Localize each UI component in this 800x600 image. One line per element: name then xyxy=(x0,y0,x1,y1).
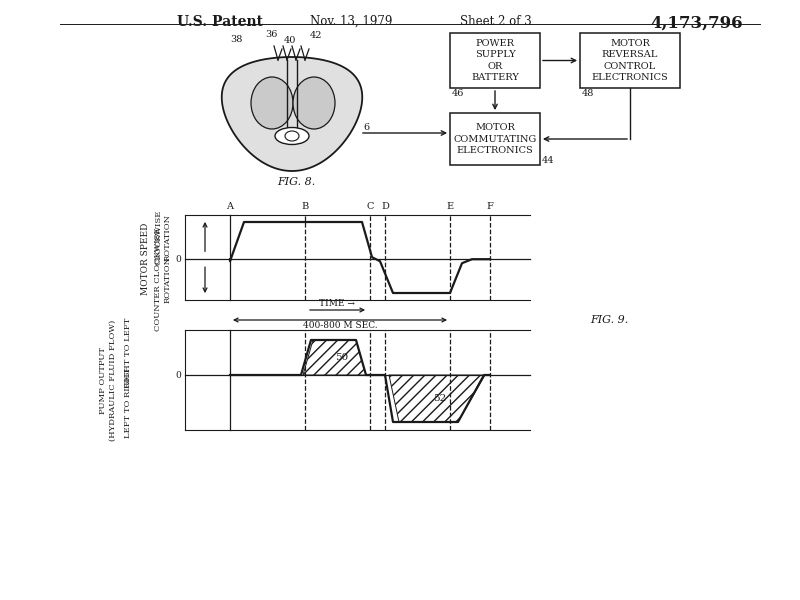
Ellipse shape xyxy=(275,127,309,145)
Text: 4,173,796: 4,173,796 xyxy=(650,15,742,32)
Text: 0: 0 xyxy=(175,370,181,379)
Text: FIG. 8.: FIG. 8. xyxy=(277,177,315,187)
Ellipse shape xyxy=(251,77,293,129)
Text: TIME →: TIME → xyxy=(319,299,355,308)
FancyBboxPatch shape xyxy=(450,33,540,88)
Text: CLOCKWISE
ROTATION: CLOCKWISE ROTATION xyxy=(154,209,171,265)
Text: COUNTER CLOCKWISE
ROTATION: COUNTER CLOCKWISE ROTATION xyxy=(154,228,171,331)
Text: 52: 52 xyxy=(433,394,446,403)
Text: RIGHT TO LEFT: RIGHT TO LEFT xyxy=(124,317,132,388)
Text: 36: 36 xyxy=(265,30,278,39)
Text: POWER
SUPPLY
OR
BATTERY: POWER SUPPLY OR BATTERY xyxy=(471,40,519,82)
Text: 48: 48 xyxy=(582,89,594,98)
Text: 400-800 M SEC.: 400-800 M SEC. xyxy=(302,321,378,330)
Text: 38: 38 xyxy=(230,35,242,44)
Text: 40: 40 xyxy=(284,36,296,45)
Polygon shape xyxy=(222,57,362,171)
Text: Sheet 2 of 3: Sheet 2 of 3 xyxy=(460,15,532,28)
Text: 46: 46 xyxy=(452,89,464,98)
Text: 44: 44 xyxy=(542,156,554,165)
Text: 42: 42 xyxy=(310,31,322,40)
FancyBboxPatch shape xyxy=(450,113,540,165)
Text: A: A xyxy=(226,202,234,211)
Text: D: D xyxy=(381,202,389,211)
Text: 0: 0 xyxy=(175,254,181,263)
Text: MOTOR SPEED: MOTOR SPEED xyxy=(141,223,150,295)
Text: F: F xyxy=(486,202,494,211)
Ellipse shape xyxy=(285,131,299,141)
Ellipse shape xyxy=(293,77,335,129)
Text: C: C xyxy=(366,202,374,211)
Text: PUMP OUTPUT
(HYDRAULIC FLUID FLOW): PUMP OUTPUT (HYDRAULIC FLUID FLOW) xyxy=(99,319,117,440)
Text: MOTOR
REVERSAL
CONTROL
ELECTRONICS: MOTOR REVERSAL CONTROL ELECTRONICS xyxy=(592,40,668,82)
Text: 6: 6 xyxy=(363,123,369,132)
Text: B: B xyxy=(302,202,309,211)
Text: E: E xyxy=(446,202,454,211)
Text: FIG. 9.: FIG. 9. xyxy=(590,315,628,325)
Text: 50: 50 xyxy=(335,353,348,362)
Text: MOTOR
COMMUTATING
ELECTRONICS: MOTOR COMMUTATING ELECTRONICS xyxy=(454,124,537,155)
Text: U.S. Patent: U.S. Patent xyxy=(177,15,263,29)
Text: LEFT TO RIGHT: LEFT TO RIGHT xyxy=(124,367,132,437)
Text: Nov. 13, 1979: Nov. 13, 1979 xyxy=(310,15,392,28)
FancyBboxPatch shape xyxy=(580,33,680,88)
